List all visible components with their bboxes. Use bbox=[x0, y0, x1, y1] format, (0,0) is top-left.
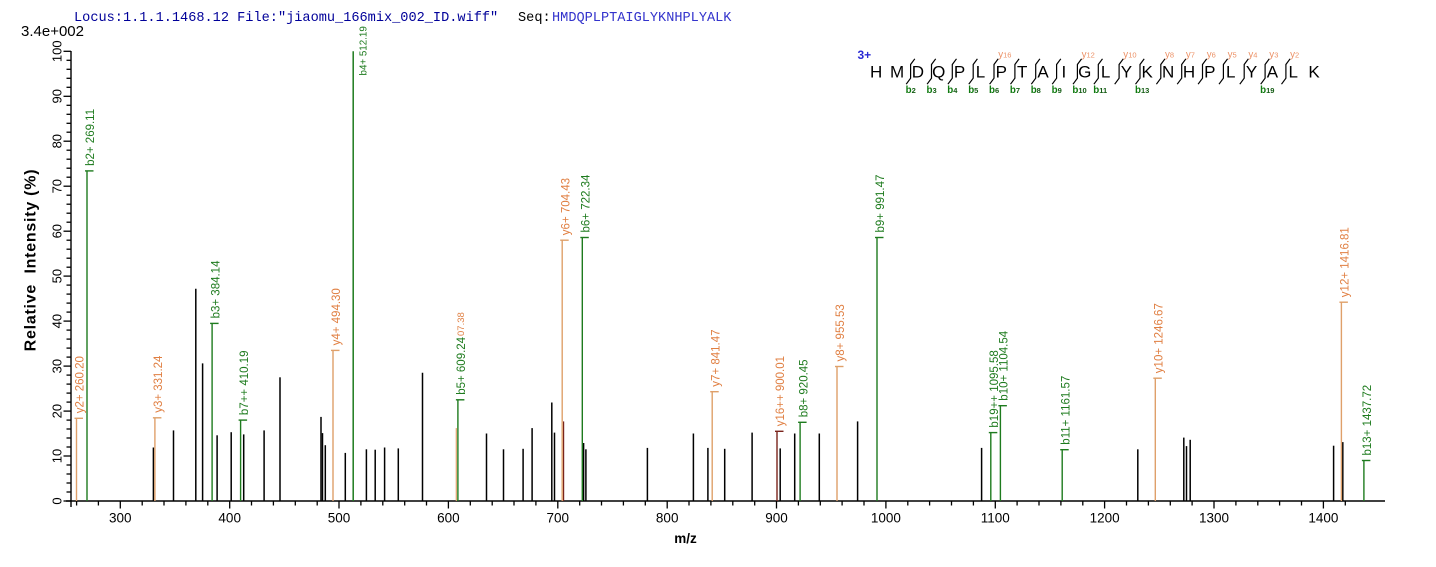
svg-text:y4: y4 bbox=[1248, 50, 1257, 61]
svg-text:y3+ 331.24: y3+ 331.24 bbox=[153, 355, 165, 413]
svg-text:07.38: 07.38 bbox=[456, 312, 467, 336]
svg-text:HMDQPLPTAIGLYKNHPLYALK: HMDQPLPTAIGLYKNHPLYALK bbox=[552, 11, 732, 26]
svg-text:60: 60 bbox=[50, 224, 65, 238]
svg-text:b3+ 384.14: b3+ 384.14 bbox=[210, 260, 222, 318]
svg-text:40: 40 bbox=[50, 314, 65, 328]
svg-text:300: 300 bbox=[109, 511, 132, 526]
svg-text:L: L bbox=[1101, 63, 1110, 82]
svg-text:y2+ 260.20: y2+ 260.20 bbox=[75, 356, 87, 413]
svg-text:1300: 1300 bbox=[1199, 511, 1229, 526]
svg-text:b19++ 1095.58: b19++ 1095.58 bbox=[989, 350, 1001, 427]
svg-text:400: 400 bbox=[218, 511, 241, 526]
svg-text:L: L bbox=[1288, 63, 1297, 82]
svg-text:b9: b9 bbox=[1052, 85, 1062, 96]
svg-text:y12: y12 bbox=[1082, 50, 1095, 61]
svg-text:L: L bbox=[1226, 63, 1235, 82]
svg-text:b6+ 722.34: b6+ 722.34 bbox=[581, 174, 593, 232]
svg-text:b2+ 269.11: b2+ 269.11 bbox=[85, 109, 97, 166]
svg-text:b4+ 512.19: b4+ 512.19 bbox=[358, 26, 369, 75]
svg-text:P: P bbox=[996, 63, 1007, 82]
svg-text:Y: Y bbox=[1246, 63, 1257, 82]
svg-text:50: 50 bbox=[50, 269, 65, 283]
svg-text:b8+ 920.45: b8+ 920.45 bbox=[798, 359, 810, 417]
svg-text:y7: y7 bbox=[1186, 50, 1195, 61]
svg-text:900: 900 bbox=[765, 511, 788, 526]
svg-text:30: 30 bbox=[50, 359, 65, 373]
svg-text:800: 800 bbox=[656, 511, 679, 526]
svg-text:m/z: m/z bbox=[674, 531, 697, 546]
svg-text:Y: Y bbox=[1121, 63, 1132, 82]
svg-text:T: T bbox=[1017, 63, 1027, 82]
svg-text:1100: 1100 bbox=[981, 511, 1010, 526]
svg-text:500: 500 bbox=[328, 511, 351, 526]
svg-text:A: A bbox=[1267, 63, 1279, 82]
svg-text:b13+ 1437.72: b13+ 1437.72 bbox=[1362, 385, 1374, 456]
svg-text:1400: 1400 bbox=[1308, 511, 1338, 526]
svg-text:P: P bbox=[1204, 63, 1215, 82]
svg-text:b7: b7 bbox=[1010, 85, 1020, 96]
svg-text:y10+ 1246.67: y10+ 1246.67 bbox=[1154, 303, 1166, 373]
svg-text:Seq:: Seq: bbox=[518, 11, 551, 26]
svg-text:H: H bbox=[870, 63, 882, 82]
svg-text:P: P bbox=[954, 63, 965, 82]
svg-text:1200: 1200 bbox=[1090, 511, 1120, 526]
svg-text:b7++ 410.19: b7++ 410.19 bbox=[239, 351, 251, 416]
svg-text:b5: b5 bbox=[968, 85, 978, 96]
svg-text:b8: b8 bbox=[1031, 85, 1041, 96]
svg-text:L: L bbox=[976, 63, 985, 82]
svg-text:b4: b4 bbox=[947, 85, 958, 96]
svg-text:600: 600 bbox=[437, 511, 460, 526]
svg-text:y2: y2 bbox=[1290, 50, 1299, 61]
svg-text:N: N bbox=[1162, 63, 1174, 82]
svg-text:K: K bbox=[1142, 63, 1154, 82]
svg-text:y4+ 494.30: y4+ 494.30 bbox=[331, 288, 343, 345]
svg-text:700: 700 bbox=[547, 511, 570, 526]
svg-text:3.4e+002: 3.4e+002 bbox=[21, 23, 84, 40]
svg-text:H: H bbox=[1183, 63, 1195, 82]
svg-text:b6: b6 bbox=[989, 85, 999, 96]
svg-text:y7+ 841.47: y7+ 841.47 bbox=[710, 329, 722, 386]
svg-text:90: 90 bbox=[50, 89, 65, 103]
svg-text:20: 20 bbox=[50, 404, 65, 418]
svg-text:b11+ 1161.57: b11+ 1161.57 bbox=[1060, 376, 1072, 445]
svg-text:y16++ 900.01: y16++ 900.01 bbox=[775, 356, 787, 426]
svg-text:y6: y6 bbox=[1207, 50, 1216, 61]
svg-text:K: K bbox=[1308, 63, 1320, 82]
svg-text:y6+ 704.43: y6+ 704.43 bbox=[560, 178, 572, 235]
svg-text:b11: b11 bbox=[1093, 85, 1107, 96]
svg-text:Q: Q bbox=[932, 63, 945, 82]
svg-text:G: G bbox=[1078, 63, 1091, 82]
svg-text:b13: b13 bbox=[1135, 85, 1149, 96]
svg-text:M: M bbox=[890, 63, 904, 82]
svg-text:Relative Intensity (%): Relative Intensity (%) bbox=[23, 169, 40, 352]
svg-text:1000: 1000 bbox=[871, 511, 901, 526]
svg-text:0: 0 bbox=[50, 497, 65, 504]
svg-text:b3: b3 bbox=[927, 85, 937, 96]
svg-text:70: 70 bbox=[50, 179, 65, 193]
svg-text:b19: b19 bbox=[1260, 85, 1274, 96]
svg-text:b5+ 609.24: b5+ 609.24 bbox=[456, 336, 468, 394]
svg-text:y12+ 1416.81: y12+ 1416.81 bbox=[1340, 227, 1352, 297]
svg-text:y3: y3 bbox=[1269, 50, 1278, 61]
svg-text:3+: 3+ bbox=[858, 48, 872, 62]
svg-text:b2: b2 bbox=[906, 85, 916, 96]
svg-text:Locus:1.1.1.1468.12 File:"jiao: Locus:1.1.1.1468.12 File:"jiaomu_166mix_… bbox=[74, 11, 498, 26]
svg-text:I: I bbox=[1062, 63, 1067, 82]
svg-text:y8: y8 bbox=[1165, 50, 1174, 61]
svg-text:b10: b10 bbox=[1072, 85, 1086, 96]
svg-text:y8+ 955.53: y8+ 955.53 bbox=[835, 304, 847, 361]
svg-text:80: 80 bbox=[50, 134, 65, 148]
svg-text:y16: y16 bbox=[998, 50, 1011, 61]
svg-text:y10: y10 bbox=[1123, 50, 1136, 61]
svg-text:D: D bbox=[912, 63, 924, 82]
svg-text:100: 100 bbox=[50, 40, 65, 62]
svg-text:b9+ 991.47: b9+ 991.47 bbox=[875, 175, 887, 233]
svg-text:b10+ 1104.54: b10+ 1104.54 bbox=[999, 330, 1011, 400]
svg-text:y5: y5 bbox=[1228, 50, 1237, 61]
svg-text:10: 10 bbox=[50, 449, 65, 463]
svg-text:A: A bbox=[1037, 63, 1049, 82]
